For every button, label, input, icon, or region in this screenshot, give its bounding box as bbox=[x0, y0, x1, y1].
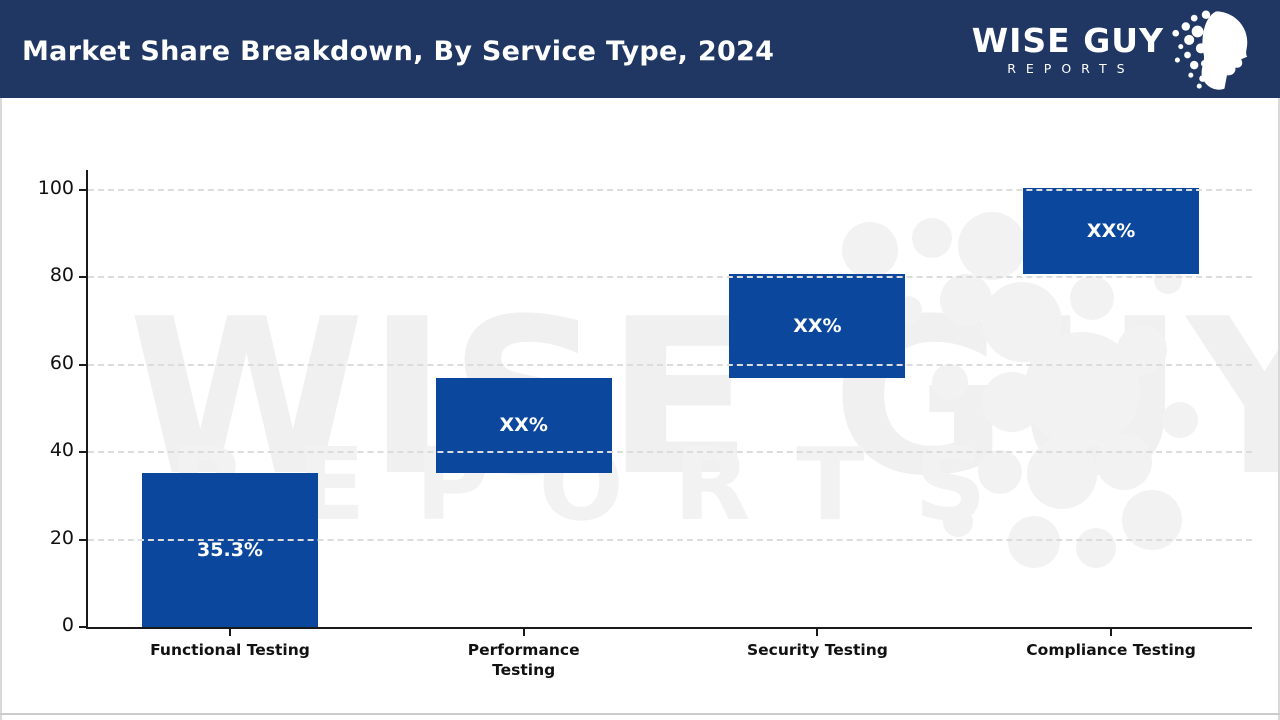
gridline-80 bbox=[88, 276, 1252, 279]
category-label-performance-testing: Performance Testing bbox=[467, 641, 580, 680]
y-tick-mark bbox=[79, 538, 86, 541]
bar-value-label: XX% bbox=[1086, 220, 1136, 243]
watermark-dot bbox=[1070, 276, 1114, 320]
watermark-dot bbox=[943, 507, 973, 537]
bottom-border-line bbox=[0, 713, 1280, 715]
x-tick-mark bbox=[522, 629, 525, 636]
category-label-compliance-testing: Compliance Testing bbox=[1026, 641, 1196, 659]
gridline-20 bbox=[88, 538, 1252, 541]
watermark-dot bbox=[842, 222, 898, 278]
y-tick-label: 20 bbox=[49, 526, 74, 549]
y-axis-line bbox=[86, 170, 88, 629]
x-tick-mark bbox=[816, 629, 819, 636]
watermark-dot bbox=[1096, 434, 1152, 490]
watermark-dot bbox=[912, 218, 952, 258]
category-label-functional-testing: Functional Testing bbox=[150, 641, 310, 659]
logo-subtitle: REPORTS bbox=[1007, 60, 1135, 76]
bar-value-label: XX% bbox=[793, 315, 842, 338]
watermark-dot bbox=[978, 450, 1022, 494]
page-title: Market Share Breakdown, By Service Type,… bbox=[22, 35, 775, 67]
gridline-60 bbox=[88, 363, 1252, 366]
x-axis-line bbox=[86, 627, 1252, 629]
logo-text: WISE GUY REPORTS bbox=[972, 24, 1164, 76]
x-tick-mark bbox=[1110, 629, 1113, 636]
watermark-dot bbox=[1162, 402, 1198, 438]
bar-functional-testing: 35.3% bbox=[142, 472, 318, 627]
y-tick-mark bbox=[79, 276, 86, 279]
bar-performance-testing: XX% bbox=[435, 377, 612, 473]
bar-security-testing: XX% bbox=[729, 274, 906, 378]
y-tick-label: 0 bbox=[61, 614, 74, 636]
bar-compliance-testing: XX% bbox=[1023, 187, 1200, 275]
watermark-dot bbox=[1122, 490, 1182, 550]
logo-wordmark: WISE GUY bbox=[971, 21, 1164, 61]
bar-value-label: 35.3% bbox=[197, 538, 263, 561]
left-border-line bbox=[0, 98, 2, 720]
bar-value-label: XX% bbox=[499, 414, 548, 437]
right-border-line bbox=[1278, 98, 1280, 720]
watermark-dot bbox=[1008, 516, 1060, 568]
wise-guy-reports-logo: WISE GUY REPORTS bbox=[972, 6, 1280, 92]
y-tick-mark bbox=[79, 451, 86, 454]
watermark-dot bbox=[1027, 439, 1097, 509]
y-tick-label: 80 bbox=[49, 264, 74, 287]
y-tick-mark bbox=[79, 363, 86, 366]
watermark-dot bbox=[958, 212, 1026, 280]
logo-face-icon bbox=[1172, 10, 1248, 90]
category-label-security-testing: Security Testing bbox=[746, 641, 888, 659]
header-bar: Market Share Breakdown, By Service Type,… bbox=[0, 0, 1280, 98]
watermark-dot bbox=[932, 364, 968, 400]
gridline-100 bbox=[88, 189, 1252, 191]
y-tick-label: 40 bbox=[49, 439, 74, 462]
watermark-dot bbox=[1076, 528, 1116, 568]
y-tick-mark bbox=[79, 626, 86, 628]
watermark-dot bbox=[1117, 325, 1167, 375]
y-tick-label: 60 bbox=[49, 351, 74, 374]
x-tick-mark bbox=[229, 629, 231, 636]
gridline-40 bbox=[88, 451, 1252, 454]
y-tick-mark bbox=[79, 189, 86, 191]
y-tick-label: 100 bbox=[37, 177, 74, 199]
